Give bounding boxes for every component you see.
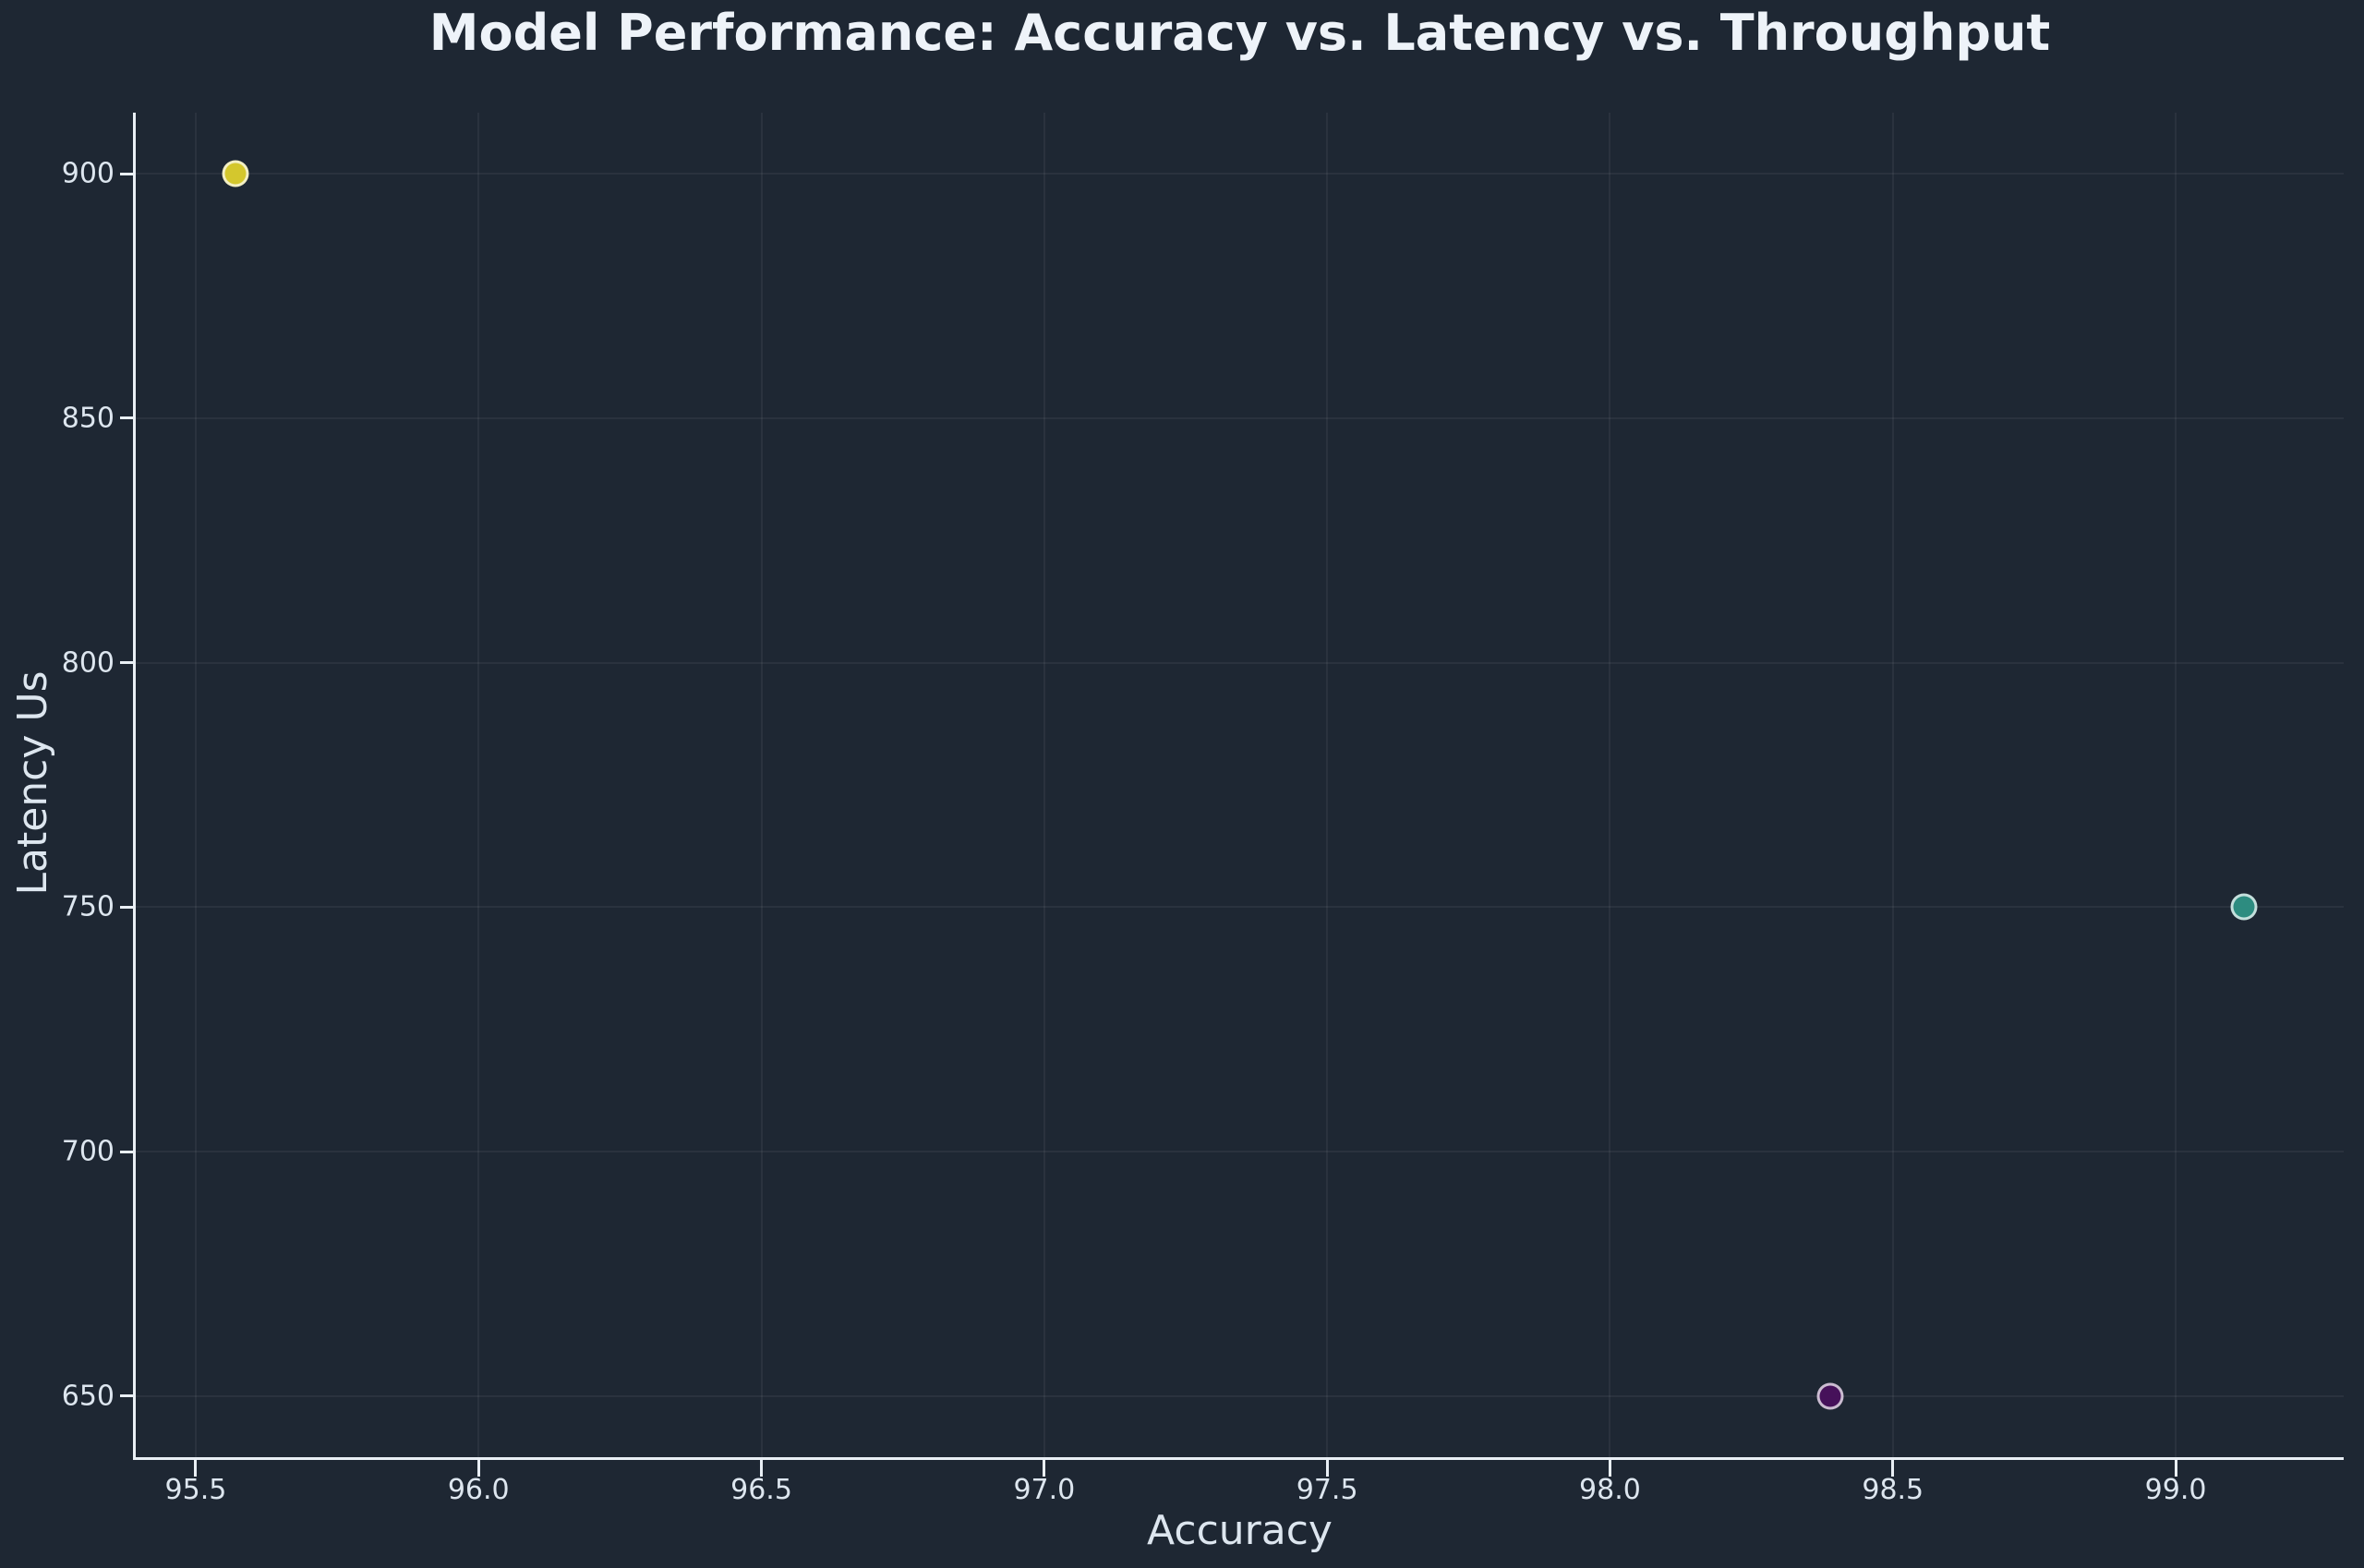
chart-title: Model Performance: Accuracy vs. Latency … <box>428 4 2051 62</box>
x-gridline <box>477 113 480 1457</box>
x-tick-mark <box>760 1460 764 1477</box>
x-tick-mark <box>1325 1460 1329 1477</box>
x-tick-label: 97.0 <box>1013 1474 1076 1506</box>
x-gridline <box>1326 113 1329 1457</box>
x-axis-label: Accuracy <box>1147 1507 1333 1554</box>
data-point <box>2230 893 2258 921</box>
y-axis-spine <box>133 113 136 1460</box>
y-tick-label: 800 <box>61 646 115 680</box>
x-tick-mark <box>2174 1460 2177 1477</box>
y-axis-label: Latency Us <box>8 670 56 896</box>
y-gridline <box>136 173 2344 175</box>
y-tick-label: 850 <box>61 402 115 435</box>
x-tick-label: 96.5 <box>730 1474 792 1506</box>
x-tick-mark <box>194 1460 198 1477</box>
y-gridline <box>136 661 2344 664</box>
x-gridline <box>1043 113 1045 1457</box>
x-tick-label: 97.5 <box>1296 1474 1358 1506</box>
x-gridline <box>1891 113 1894 1457</box>
x-tick-label: 98.5 <box>1862 1474 1924 1506</box>
x-gridline <box>194 113 197 1457</box>
x-gridline <box>760 113 763 1457</box>
x-tick-label: 96.0 <box>447 1474 510 1506</box>
y-gridline <box>136 1151 2344 1153</box>
x-tick-mark <box>1043 1460 1046 1477</box>
x-gridline <box>2175 113 2177 1457</box>
y-gridline <box>136 1394 2344 1397</box>
data-point <box>222 160 249 187</box>
y-tick-label: 750 <box>61 890 115 923</box>
x-tick-mark <box>1608 1460 1611 1477</box>
y-tick-mark <box>120 1150 133 1153</box>
y-tick-label: 700 <box>61 1135 115 1168</box>
x-tick-label: 95.5 <box>164 1474 227 1506</box>
y-gridline <box>136 416 2344 419</box>
y-tick-mark <box>120 1394 133 1398</box>
x-gridline <box>1609 113 1611 1457</box>
x-tick-label: 98.0 <box>1579 1474 1641 1506</box>
data-point <box>1816 1382 1844 1410</box>
y-tick-label: 650 <box>61 1380 115 1413</box>
y-tick-mark <box>120 661 133 665</box>
y-tick-mark <box>120 416 133 420</box>
y-tick-mark <box>120 905 133 909</box>
x-tick-mark <box>476 1460 480 1477</box>
x-tick-mark <box>1891 1460 1895 1477</box>
y-gridline <box>136 906 2344 909</box>
x-axis-spine <box>133 1457 2344 1460</box>
y-tick-label: 900 <box>61 157 115 190</box>
x-tick-label: 99.0 <box>2144 1474 2207 1506</box>
y-tick-mark <box>120 172 133 175</box>
